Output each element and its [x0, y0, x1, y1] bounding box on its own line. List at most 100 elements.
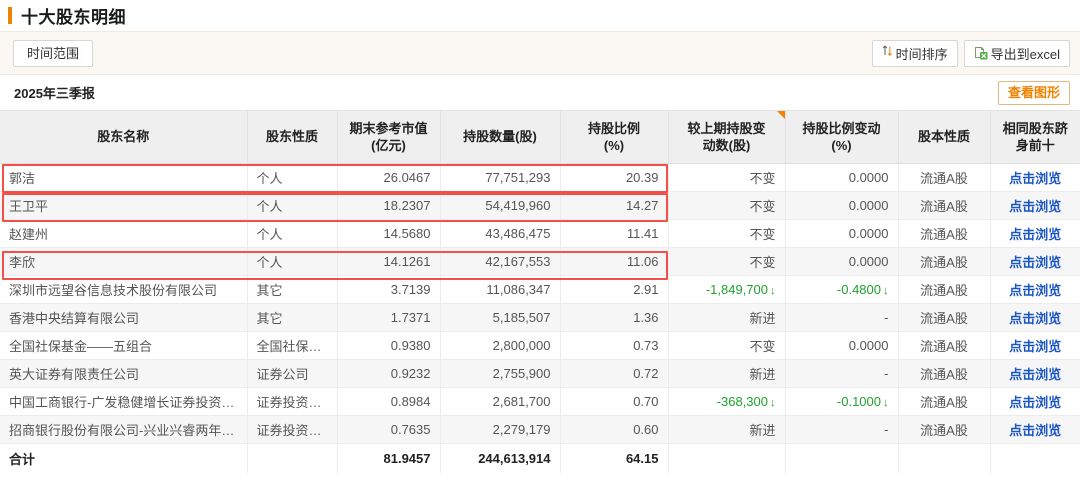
- time-range-button[interactable]: 时间范围: [13, 39, 94, 67]
- cell-ratio: 11.41: [560, 219, 669, 248]
- cell-browse-link-text: 点击浏览: [1009, 198, 1062, 214]
- cell-market-value-text: 0.8984: [390, 393, 431, 409]
- cell-shares: 42,167,553: [440, 247, 561, 276]
- view-chart-button[interactable]: 查看图形: [997, 80, 1070, 105]
- title-accent-bar: [8, 7, 12, 24]
- column-header-2[interactable]: 期末参考市值 (亿元): [337, 111, 441, 164]
- export-excel-button[interactable]: 导出到excel: [963, 39, 1070, 67]
- cell-browse-link[interactable]: 点击浏览: [990, 275, 1080, 304]
- table-row[interactable]: 香港中央结算有限公司 其它 1.7371 5,185,507 1.36 新进 - 流通A股 点击…: [0, 303, 1080, 332]
- cell-browse-link[interactable]: 点击浏览: [990, 415, 1080, 444]
- cell-change-ratio: 0.0000: [785, 219, 899, 248]
- cell-market-value: 0.8984: [337, 387, 441, 416]
- cell-shares-text: 2,800,000: [492, 337, 551, 353]
- cell-capital-nature: 流通A股: [898, 163, 991, 192]
- cell-ratio-text: 0.60: [633, 421, 659, 437]
- cell-change-shares-text: 新进: [749, 310, 776, 326]
- cell-browse-link[interactable]: 点击浏览: [990, 247, 1080, 276]
- cell-change-shares-text: 新进: [749, 422, 776, 438]
- cell-market-value: 0.9232: [337, 359, 441, 388]
- cell-capital-nature-text: 流通A股: [920, 170, 968, 186]
- cell-change-ratio: 0.0000: [785, 163, 899, 192]
- cell-change-shares-text: 不变: [749, 338, 776, 354]
- cell-change-ratio: 0.0000: [785, 191, 899, 220]
- decrease-arrow-icon: ↓: [883, 284, 889, 297]
- period-bar: 2025年三季报 查看图形: [0, 75, 1080, 110]
- cell-shareholder-name-text: 深圳市远望谷信息技术股份有限公司: [9, 282, 218, 298]
- table-body: 郭洁 个人 26.0467 77,751,293 20.39 不变 0.0000 流通A股 点击…: [0, 163, 1080, 473]
- table-row[interactable]: 赵建州 个人 14.5680 43,486,475 11.41 不变 0.0000 流通A股 点…: [0, 219, 1080, 248]
- column-header-4[interactable]: 持股比例 (%): [560, 111, 669, 164]
- export-excel-label: 导出到excel: [990, 46, 1060, 62]
- table-row[interactable]: 郭洁 个人 26.0467 77,751,293 20.39 不变 0.0000 流通A股 点击…: [0, 163, 1080, 192]
- table-row[interactable]: 王卫平 个人 18.2307 54,419,960 14.27 不变 0.0000 流通A股 点…: [0, 191, 1080, 220]
- cell-browse-link[interactable]: 点击浏览: [990, 359, 1080, 388]
- column-header-7[interactable]: 股本性质: [898, 111, 991, 164]
- cell-browse-link[interactable]: 点击浏览: [990, 191, 1080, 220]
- cell-shareholder-nature: 证券公司: [247, 359, 338, 388]
- page-header: 十大股东明细: [0, 0, 1080, 31]
- cell-change-ratio-text: -: [884, 365, 889, 381]
- page-title: 十大股东明细: [21, 8, 126, 27]
- cell-shareholder-nature-text: 个人: [256, 226, 283, 242]
- table-row[interactable]: 全国社保基金——五组合 全国社保… 0.9380 2,800,000 0.73 不变 0.0…: [0, 331, 1080, 360]
- cell-shares: 2,279,179: [440, 415, 561, 444]
- cell-ratio: 0.60: [560, 415, 669, 444]
- cell-browse-link-text: 点击浏览: [1009, 338, 1062, 354]
- cell-ratio-text: 14.27: [625, 197, 659, 213]
- table-row[interactable]: 中国工商银行-广发稳健增长证券投资基金 证券投资… 0.8984 2,681,700 0…: [0, 387, 1080, 416]
- column-header-5[interactable]: 较上期持股变 动数(股): [668, 111, 786, 164]
- table-row[interactable]: 英大证券有限责任公司 证券公司 0.9232 2,755,900 0.72 新进 - 流通A股…: [0, 359, 1080, 388]
- cell-shares: 2,755,900: [440, 359, 561, 388]
- table-header-row: 股东名称 股东性质 期末参考市值 (亿元) 持股数量(股) 持股比例 (%) 较上期持股变 动数…: [0, 111, 1080, 164]
- decrease-arrow-icon: ↓: [770, 284, 776, 297]
- column-header-line: 持股比例: [587, 120, 640, 136]
- toolbar-actions: 时间排序 导出到excel: [871, 39, 1070, 67]
- cell-total-market-value: 81.9457: [337, 443, 441, 473]
- column-header-3[interactable]: 持股数量(股): [440, 111, 561, 164]
- cell-change-shares: -1,849,700 ↓: [668, 275, 786, 304]
- column-header-1[interactable]: 股东性质: [247, 111, 338, 164]
- cell-browse-link[interactable]: 点击浏览: [990, 303, 1080, 332]
- cell-total-ratio: 64.15: [560, 443, 669, 473]
- cell-market-value: 18.2307: [337, 191, 441, 220]
- table-row[interactable]: 李欣 个人 14.1261 42,167,553 11.06 不变 0.0000 流通A股 点击…: [0, 247, 1080, 276]
- cell-shareholder-name: 中国工商银行-广发稳健增长证券投资基金: [0, 387, 248, 416]
- time-sort-button[interactable]: 时间排序: [871, 39, 958, 67]
- cell-change-shares: 不变: [668, 247, 786, 276]
- cell-shares: 2,800,000: [440, 331, 561, 360]
- cell-change-ratio: -0.4800 ↓: [785, 275, 899, 304]
- cell-shareholder-nature-text: 个人: [256, 170, 283, 186]
- cell-change-ratio-text: -: [884, 309, 889, 325]
- column-marker-triangle-icon: [776, 111, 785, 119]
- cell-capital-nature: 流通A股: [898, 303, 991, 332]
- column-header-line: 持股数量(股): [463, 129, 537, 145]
- table-row[interactable]: 招商银行股份有限公司-兴业兴睿两年持… 证券投资… 0.7635 2,279,179 0…: [0, 415, 1080, 444]
- cell-shareholder-nature: 个人: [247, 191, 338, 220]
- cell-total-link: [990, 443, 1080, 473]
- cell-change-ratio-text: -0.1000: [836, 393, 881, 409]
- table-row[interactable]: 深圳市远望谷信息技术股份有限公司 其它 3.7139 11,086,347 2.91 -1…: [0, 275, 1080, 304]
- cell-browse-link-text: 点击浏览: [1009, 422, 1062, 438]
- column-header-line: 持股比例变动: [802, 120, 881, 136]
- cell-browse-link[interactable]: 点击浏览: [990, 387, 1080, 416]
- column-header-8[interactable]: 相同股东跻 身前十: [990, 111, 1080, 164]
- cell-total-change-ratio: [785, 443, 899, 473]
- cell-shareholder-name: 香港中央结算有限公司: [0, 303, 248, 332]
- cell-shares-text: 77,751,293: [485, 169, 551, 185]
- cell-browse-link[interactable]: 点击浏览: [990, 331, 1080, 360]
- toolbar: 时间范围 时间排序 导出到excel: [0, 31, 1080, 75]
- cell-shares-text: 11,086,347: [486, 281, 551, 297]
- cell-shares: 11,086,347: [440, 275, 561, 304]
- cell-capital-nature: 流通A股: [898, 219, 991, 248]
- cell-capital-nature-text: 流通A股: [920, 254, 968, 270]
- cell-browse-link[interactable]: 点击浏览: [990, 163, 1080, 192]
- column-header-0[interactable]: 股东名称: [0, 111, 248, 164]
- cell-market-value-text: 26.0467: [383, 169, 431, 185]
- column-header-6[interactable]: 持股比例变动 (%): [785, 111, 899, 164]
- cell-browse-link[interactable]: 点击浏览: [990, 219, 1080, 248]
- cell-shares-text: 2,755,900: [492, 365, 551, 381]
- cell-change-ratio: 0.0000: [785, 247, 899, 276]
- cell-browse-link-text: 点击浏览: [1009, 170, 1062, 186]
- cell-ratio: 0.73: [560, 331, 669, 360]
